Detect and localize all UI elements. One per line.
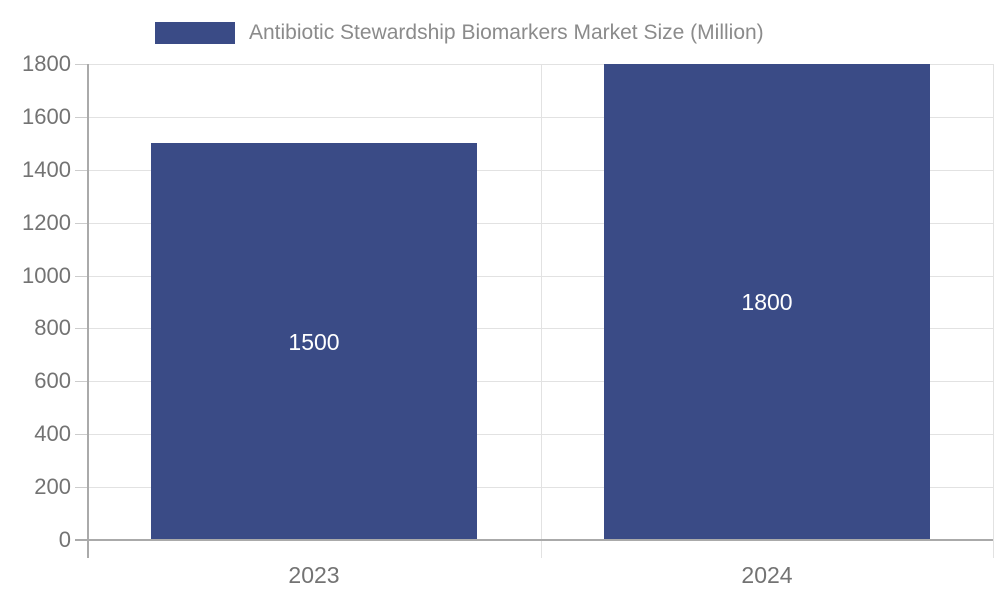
x-axis-boundary-line: [993, 64, 994, 558]
y-axis-tick: [75, 223, 88, 224]
y-axis-tick: [75, 170, 88, 171]
bar-value-label: 1500: [288, 329, 340, 355]
y-axis-tick: [75, 276, 88, 277]
y-axis-label: 1600: [22, 104, 71, 129]
y-axis-label: 1200: [22, 210, 71, 235]
y-axis-label: 400: [34, 421, 71, 446]
y-axis-label: 1000: [22, 263, 71, 288]
y-axis-label: 800: [34, 315, 71, 340]
y-axis-label: 1800: [22, 51, 71, 76]
bar-value-label: 1800: [741, 289, 793, 315]
x-axis-boundary-line: [541, 64, 542, 558]
x-axis-label: 2023: [288, 562, 340, 588]
gridline-y-1000: [88, 276, 993, 277]
y-axis-label: 200: [34, 474, 71, 499]
y-axis-label: 0: [58, 527, 71, 552]
y-axis-tick: [75, 328, 88, 329]
y-axis-line: [87, 64, 89, 558]
x-axis-line: [75, 539, 993, 541]
y-axis-label: 1400: [22, 157, 71, 182]
legend-swatch: [155, 22, 235, 44]
gridline-y-1400: [88, 170, 993, 171]
y-axis-label: 600: [34, 368, 71, 393]
y-axis-tick: [75, 487, 88, 488]
x-axis-label: 2024: [741, 562, 793, 588]
y-axis-tick: [75, 381, 88, 382]
gridline-y-200: [88, 487, 993, 488]
y-axis-tick: [75, 64, 88, 65]
y-axis-tick: [75, 434, 88, 435]
gridline-y-1200: [88, 223, 993, 224]
gridline-y-400: [88, 434, 993, 435]
bar-2023[interactable]: [151, 143, 477, 540]
legend-item[interactable]: Antibiotic Stewardship Biomarkers Market…: [155, 20, 764, 46]
gridline-y-1800: [88, 64, 993, 65]
y-axis-tick: [75, 117, 88, 118]
legend-label: Antibiotic Stewardship Biomarkers Market…: [249, 21, 764, 44]
gridline-y-600: [88, 381, 993, 382]
gridline-y-1600: [88, 117, 993, 118]
bar-2024[interactable]: [604, 64, 930, 540]
gridline-y-800: [88, 328, 993, 329]
